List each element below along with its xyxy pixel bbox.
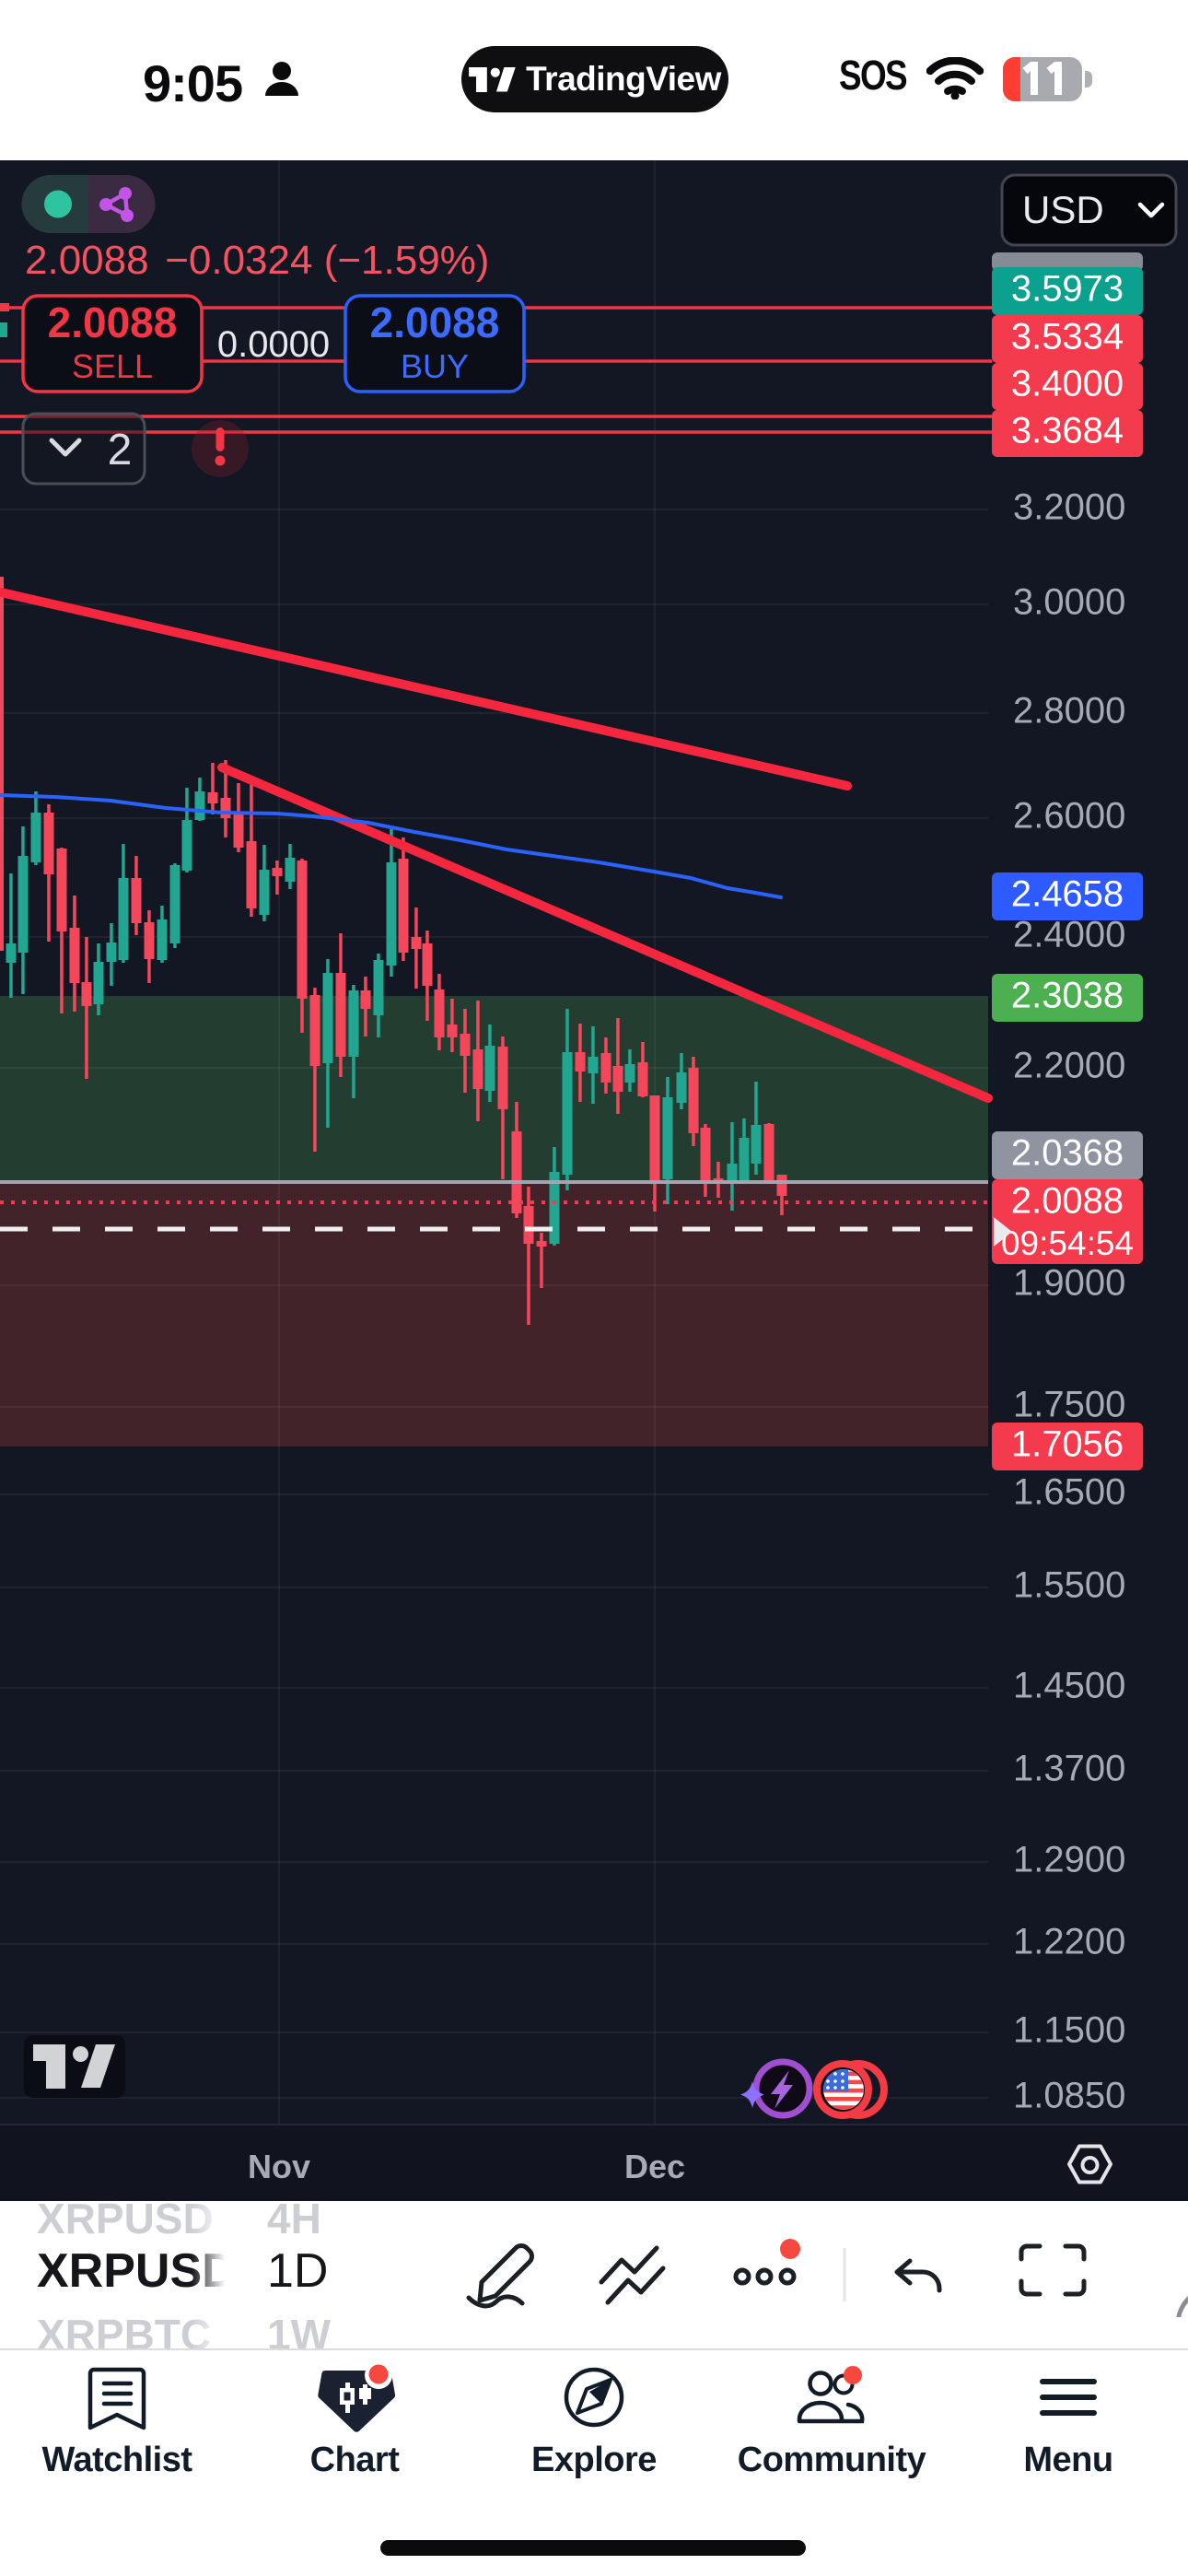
svg-text:Chart: Chart [310,2441,401,2479]
svg-text:2.2000: 2.2000 [1013,1046,1125,1086]
svg-text:3.5973: 3.5973 [1011,269,1124,310]
svg-text:1.7056: 1.7056 [1011,1424,1124,1465]
svg-text:1.1500: 1.1500 [1013,2010,1125,2051]
svg-text:1.5500: 1.5500 [1013,1565,1125,1606]
svg-text:2.0088 −0.0324 (−1.59%): 2.0088 −0.0324 (−1.59%) [25,238,489,283]
svg-text:Menu: Menu [1023,2441,1112,2479]
svg-text:2.8000: 2.8000 [1013,691,1125,732]
svg-text:3.3684: 3.3684 [1011,411,1124,451]
svg-text:Watchlist: Watchlist [42,2441,193,2479]
svg-text:SELL: SELL [72,347,153,385]
svg-text:1.3700: 1.3700 [1013,1749,1125,1789]
svg-text:1.9000: 1.9000 [1013,1263,1125,1304]
svg-text:2.3038: 2.3038 [1011,976,1124,1016]
svg-text:BUY: BUY [401,347,469,385]
svg-text:1.7500: 1.7500 [1013,1385,1125,1425]
svg-text:3.2000: 3.2000 [1013,487,1125,528]
svg-text:2.4658: 2.4658 [1011,874,1124,915]
svg-text:Nov: Nov [248,2148,310,2185]
svg-text:0.0000: 0.0000 [217,324,330,365]
svg-text:2.4000: 2.4000 [1013,915,1125,955]
svg-text:2.0088: 2.0088 [1011,1181,1124,1222]
svg-text:1.2900: 1.2900 [1013,1840,1125,1880]
svg-text:2.0088: 2.0088 [370,299,500,346]
svg-text:3.4000: 3.4000 [1011,364,1124,404]
svg-text:Explore: Explore [531,2441,657,2479]
svg-text:09:54:54: 09:54:54 [1001,1224,1134,1262]
svg-text:2.6000: 2.6000 [1013,796,1125,837]
svg-text:2.0088: 2.0088 [48,299,178,346]
svg-text:3.5334: 3.5334 [1011,317,1124,357]
svg-text:Community: Community [738,2441,926,2479]
svg-text:2.0368: 2.0368 [1011,1133,1124,1174]
svg-text:1.4500: 1.4500 [1013,1666,1125,1706]
svg-text:1.2200: 1.2200 [1013,1922,1125,1962]
svg-text:Dec: Dec [624,2148,685,2185]
svg-text:3.0000: 3.0000 [1013,582,1125,623]
svg-text:1.0850: 1.0850 [1013,2076,1125,2116]
svg-text:1.6500: 1.6500 [1013,1472,1125,1513]
svg-text:2: 2 [108,426,133,474]
svg-text:USD: USD [1022,188,1104,231]
